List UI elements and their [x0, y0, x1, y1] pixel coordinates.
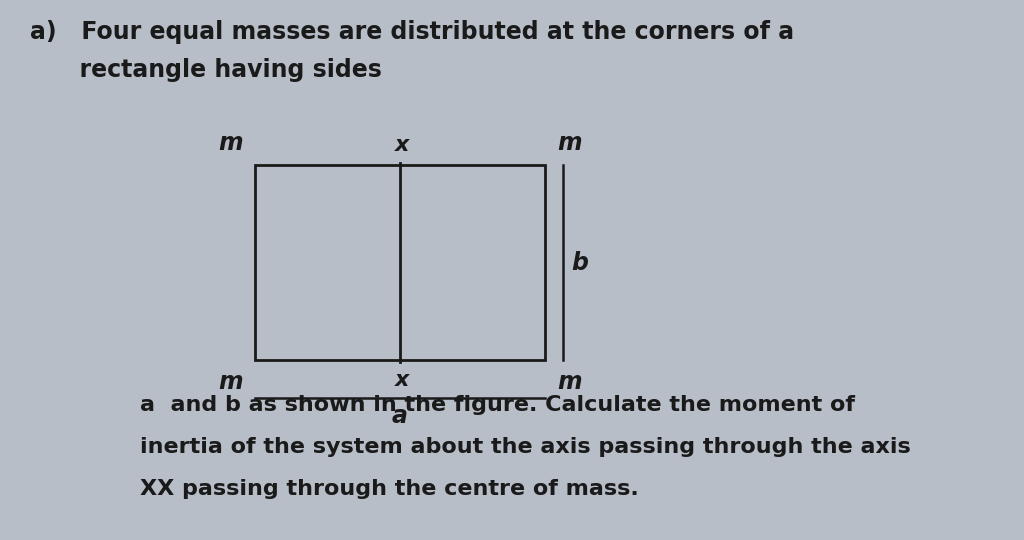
Text: a  and b as shown in the figure. Calculate the moment of: a and b as shown in the figure. Calculat… [140, 395, 855, 415]
Bar [255, 165, 545, 360]
Text: m: m [218, 131, 243, 155]
Text: rectangle having sides: rectangle having sides [30, 58, 382, 82]
Text: a: a [392, 404, 408, 428]
Text: m: m [218, 370, 243, 394]
Text: inertia of the system about the axis passing through the axis: inertia of the system about the axis pas… [140, 437, 910, 457]
Text: x: x [395, 370, 410, 390]
Text: XX passing through the centre of mass.: XX passing through the centre of mass. [140, 479, 639, 499]
Text: a)   Four equal masses are distributed at the corners of a: a) Four equal masses are distributed at … [30, 20, 795, 44]
Text: m: m [557, 131, 582, 155]
Text: b: b [571, 251, 588, 274]
Text: x: x [395, 135, 410, 155]
Text: m: m [557, 370, 582, 394]
